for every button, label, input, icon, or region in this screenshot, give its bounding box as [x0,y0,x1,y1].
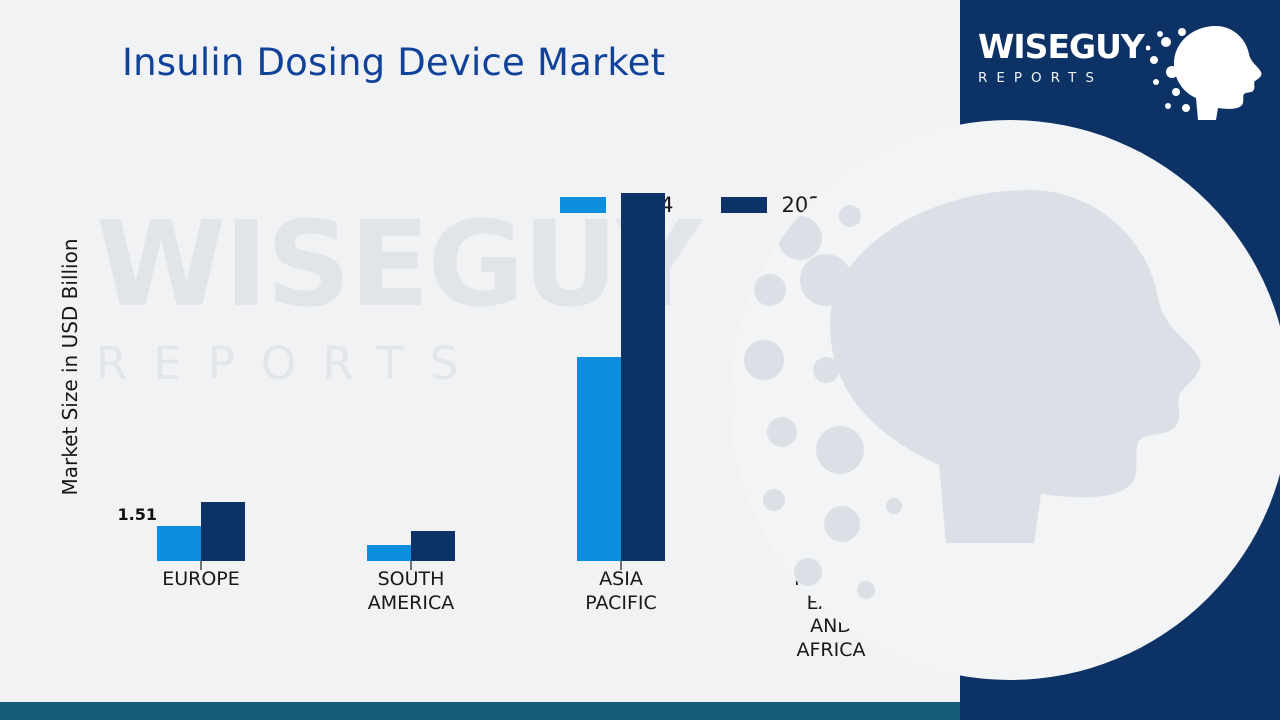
y-axis-label: Market Size in USD Billion [58,238,82,496]
x-axis-label-south-america: SOUTH AMERICA [306,568,516,662]
bar-europe-2024[interactable] [157,525,201,561]
cat-line: EUROPE [162,568,240,590]
legend-swatch-2032 [721,197,768,213]
bar-group-europe: 1.51 [96,150,306,570]
x-axis-label-europe: EUROPE [96,568,306,662]
cat-line: AFRICA [796,638,866,661]
bars-europe [157,150,245,561]
logo-head-icon [1146,26,1262,120]
brand-logo: WISEGUY REPORTS [978,30,1268,120]
bar-group-south-america [306,150,516,570]
bar-south-america-2032[interactable] [411,531,455,561]
cat-line: SOUTH [377,568,445,590]
bars-south-america [367,150,455,561]
bar-south-america-2024[interactable] [367,544,411,561]
data-label-europe-2024: 1.51 [117,504,157,524]
cat-line: ASIA [599,568,643,590]
bars-asia-pacific [577,150,665,561]
legend-swatch-2024 [560,197,606,213]
axis-tick [200,561,202,570]
cat-line: PACIFIC [585,591,657,614]
brand-circle-graphic [730,120,1280,680]
brand-logo-main: WISEGUY [978,27,1145,66]
bar-asia-pacific-2024[interactable] [577,356,621,561]
brand-logo-sub: REPORTS [978,70,1103,86]
bar-asia-pacific-2032[interactable] [621,193,665,561]
bar-group-asia-pacific [516,150,726,570]
bar-europe-2032[interactable] [201,501,245,561]
page-title: Insulin Dosing Device Market [122,41,666,84]
axis-tick [410,561,412,570]
bottom-accent-bar [0,702,960,720]
x-axis-label-asia-pacific: ASIA PACIFIC [516,568,726,662]
axis-tick [620,561,622,570]
brand-panel: WISEGUY REPORTS [730,0,1280,720]
cat-line: AMERICA [367,591,455,614]
